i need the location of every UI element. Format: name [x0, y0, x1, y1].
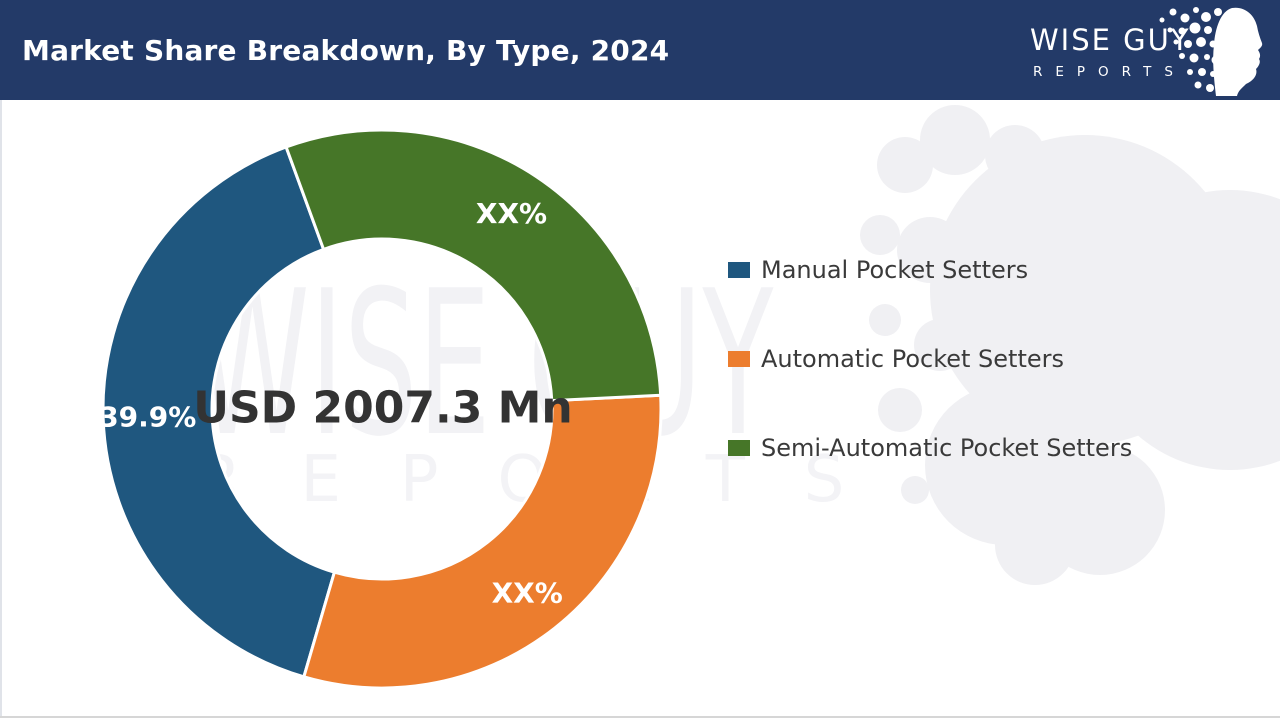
legend-color-swatch	[728, 261, 750, 278]
donut-slice-2	[284, 128, 663, 403]
legend-color-swatch	[728, 439, 750, 456]
content-bottom-divider	[0, 716, 1280, 718]
logo-dots-face-icon	[1159, 7, 1263, 97]
page-title: Market Share Breakdown, By Type, 2024	[22, 33, 670, 67]
donut-slice-1	[302, 393, 663, 690]
legend-label: Automatic Pocket Setters	[761, 344, 1065, 373]
legend-color-swatch	[728, 350, 750, 367]
legend-label: Manual Pocket Setters	[761, 255, 1029, 284]
slice-percentage-label: 39.9%	[99, 400, 196, 433]
legend-item: Manual Pocket Setters	[728, 255, 1132, 284]
legend: Manual Pocket Setters Automatic Pocket Se…	[728, 255, 1133, 462]
slice-percentage-label: XX%	[492, 576, 563, 609]
legend-item: Semi-Automatic Pocket Setters	[728, 433, 1133, 462]
slice-percentage-label: XX%	[476, 197, 547, 230]
logo-subtext: REPORTS	[1033, 64, 1186, 80]
donut-slice-0	[101, 145, 336, 679]
legend-item: Automatic Pocket Setters	[728, 344, 1132, 373]
chart-center-value: USD 2007.3 Mn	[193, 382, 573, 434]
legend-label: Semi-Automatic Pocket Setters	[761, 433, 1133, 462]
logo-face-profile	[1213, 7, 1263, 97]
wiseguy-logo: WISE GUY REPORTS	[1030, 7, 1263, 97]
logo-wordmark: WISE GUY	[1030, 23, 1191, 57]
header: Market Share Breakdown, By Type, 2024 WI…	[0, 0, 1280, 100]
content-left-border	[0, 100, 2, 716]
